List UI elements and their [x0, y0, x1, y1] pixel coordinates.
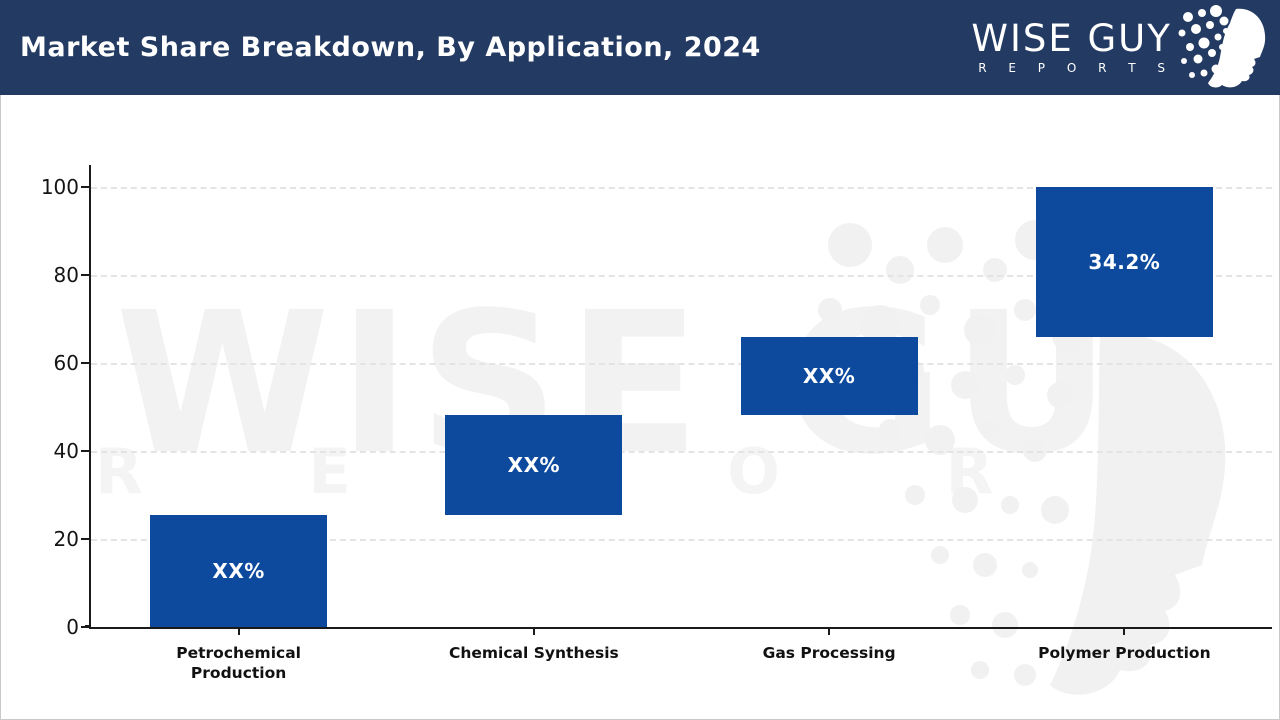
category-label-2: Chemical Synthesis [448, 644, 619, 662]
y-axis-label-40: 40 [53, 439, 79, 463]
page-title: Market Share Breakdown, By Application, … [20, 32, 761, 63]
y-axis-tick-40 [81, 450, 89, 452]
logo-face-dots-icon [1178, 4, 1266, 87]
y-axis-label-0: 0 [66, 615, 79, 639]
gridline-60 [91, 363, 1272, 365]
bar-gas-processing: XX% [740, 337, 918, 415]
x-axis-tick [1123, 627, 1126, 635]
y-axis-tick-100 [81, 186, 89, 188]
bar-value-label: 34.2% [1088, 250, 1161, 275]
y-axis-label-80: 80 [53, 263, 79, 287]
logo-line1: WISE GUY [971, 17, 1172, 60]
gridline-80 [91, 275, 1272, 277]
bar-chemical-synthesis: XX% [445, 414, 623, 515]
x-axis-tick [828, 627, 831, 635]
logo-wordmark: WISE GUY R E P O R T S [969, 20, 1174, 75]
bar-value-label: XX% [212, 558, 265, 583]
x-axis-extension [85, 625, 91, 627]
x-axis-tick [237, 627, 240, 635]
gridline-40 [91, 451, 1272, 453]
gridline-20 [91, 539, 1272, 541]
category-label-3: Gas Processing [762, 644, 896, 662]
bar-value-label: XX% [507, 452, 561, 477]
y-axis-tick-80 [81, 274, 89, 276]
y-axis-label-100: 100 [40, 175, 79, 199]
y-axis-tick-60 [81, 362, 89, 364]
bar-polymer-production: 34.2% [1035, 187, 1213, 338]
y-axis-label-20: 20 [53, 527, 79, 551]
x-axis-tick [532, 627, 535, 635]
y-axis-label-60: 60 [53, 351, 79, 375]
y-axis-tick-20 [81, 538, 89, 540]
bar-value-label: XX% [802, 364, 856, 389]
bar-petrochemical-production: XX% [150, 514, 328, 627]
header-band: Market Share Breakdown, By Application, … [0, 0, 1280, 95]
logo-line2: R E P O R T S [978, 61, 1174, 75]
category-label-1: Petrochemical Production [176, 644, 301, 683]
y-axis-tick-0 [81, 626, 89, 628]
plot-area: 0 20 40 60 80 100 XX% Petrochemical Production X… [41, 165, 1272, 682]
category-label-4: Polymer Production [1038, 644, 1211, 662]
wise-guy-reports-logo: WISE GUY R E P O R T S [969, 4, 1280, 91]
gridline-100 [91, 187, 1272, 189]
